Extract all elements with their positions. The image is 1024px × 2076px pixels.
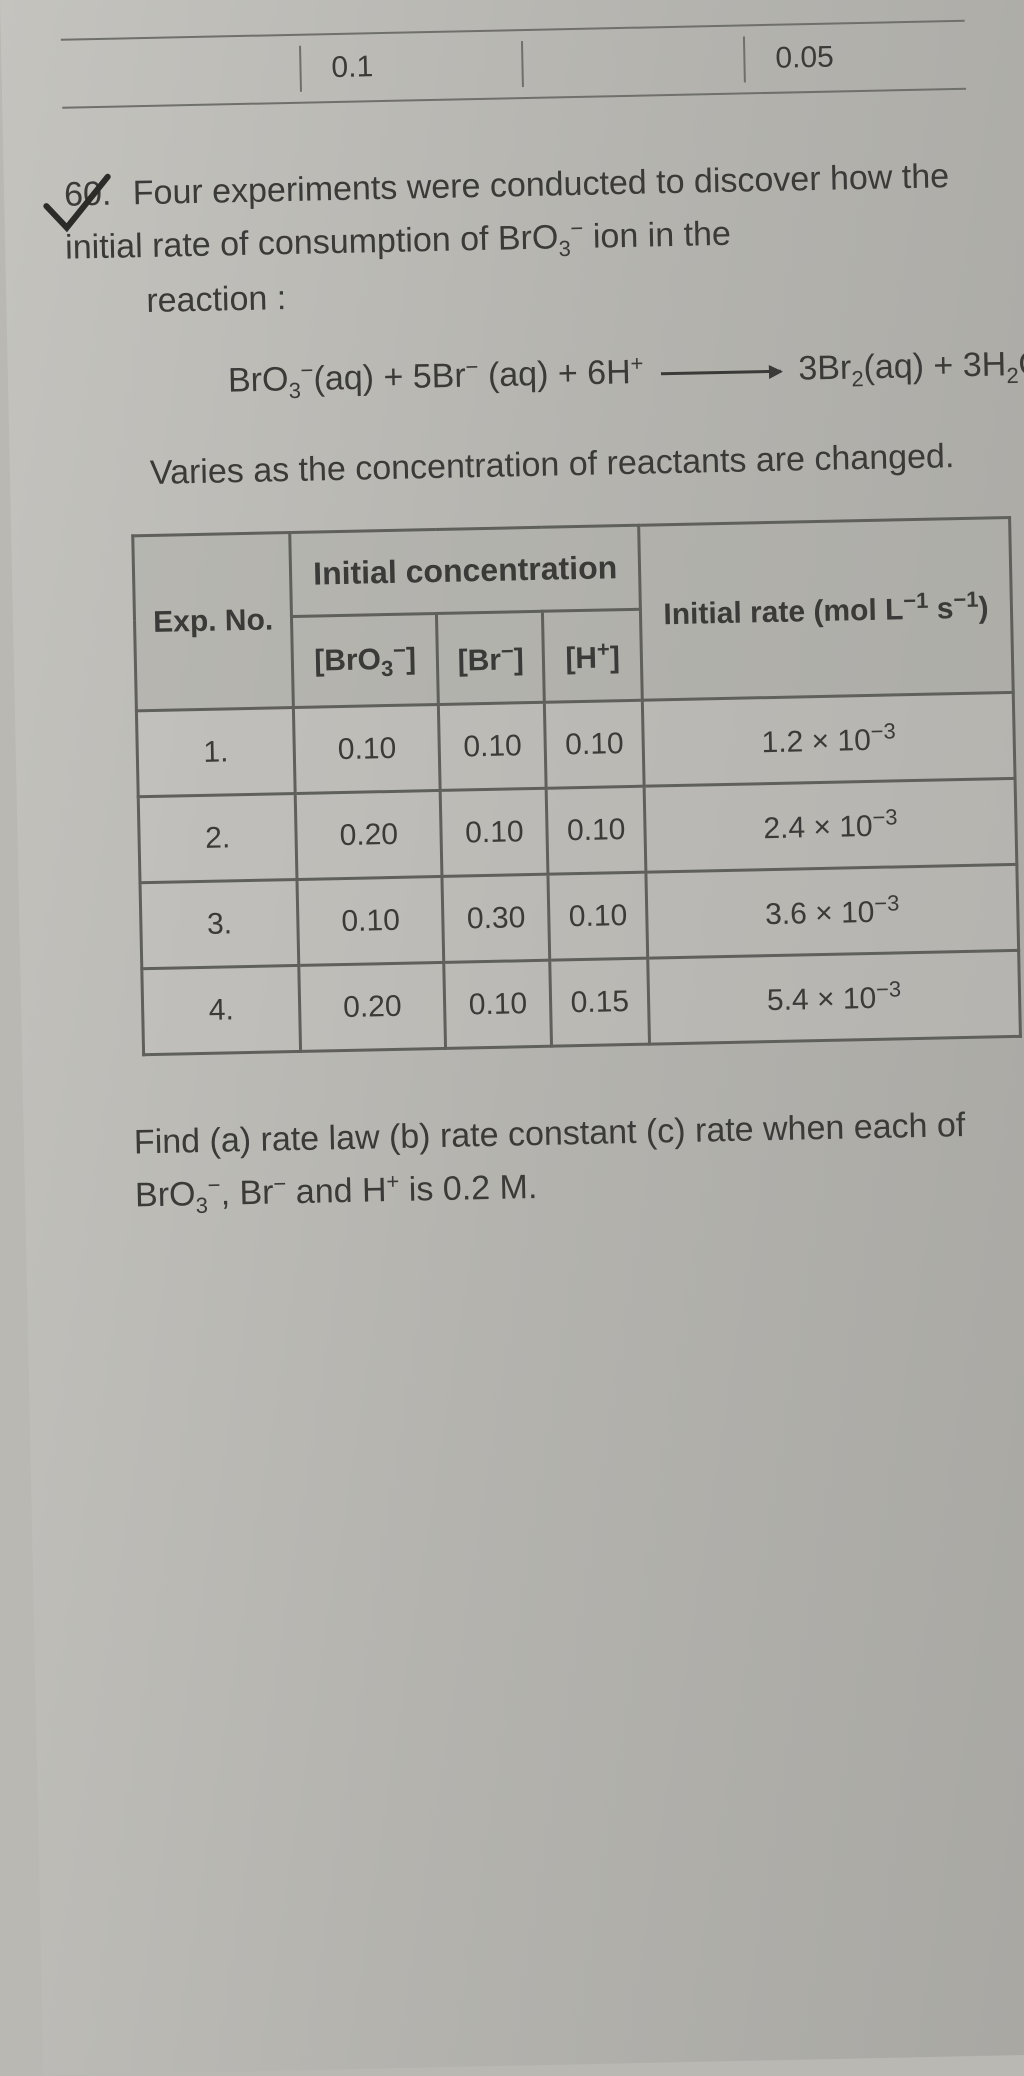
- find-sup: −: [207, 1172, 220, 1197]
- eq-r2-sup: −: [465, 354, 478, 379]
- eq-r1-sup: −: [300, 358, 313, 383]
- page: 0.1 0.05 60. Four experiments were condu…: [0, 0, 1024, 2076]
- varies-line: Varies as the concentration of reactants…: [69, 430, 974, 502]
- cell-b: 0.10: [440, 788, 548, 876]
- eq-r3-sup: +: [630, 351, 643, 376]
- cell-r: 5.4 × 10−3: [648, 950, 1021, 1044]
- header-bro3: [BrO3−]: [292, 614, 439, 708]
- cell-c: 0.10: [545, 700, 644, 788]
- question-number: 60.: [64, 175, 122, 214]
- header-rate-a: Initial rate (mol L: [663, 593, 904, 631]
- h-bro3-sup: −: [393, 638, 406, 663]
- arrow-icon: [661, 370, 781, 376]
- cell-a: 0.20: [295, 791, 442, 880]
- experiment-table: Exp. No. Initial concentration Initial r…: [131, 516, 1022, 1056]
- find-line: Find (a) rate law (b) rate constant (c) …: [83, 1099, 989, 1225]
- eq-p2-sub: 2: [1006, 363, 1019, 388]
- cell-b: 0.10: [439, 702, 547, 790]
- h-bro3-b: ]: [406, 643, 417, 676]
- frag-blank-2: [521, 36, 744, 87]
- cell-n: 3.: [140, 880, 299, 969]
- cell-n: 4.: [142, 966, 301, 1055]
- find-mid2: and H: [286, 1171, 387, 1211]
- eq-plus2: + 6H: [557, 353, 631, 393]
- cell-a: 0.20: [299, 962, 446, 1051]
- header-rate-e1: −1: [903, 587, 929, 613]
- frag-cell-2: 0.05: [743, 32, 966, 83]
- h-br-a: [Br: [457, 643, 501, 677]
- cell-r-base: 1.2 × 10: [761, 724, 871, 759]
- header-br: [Br−]: [437, 611, 545, 704]
- find-mid-sup: −: [273, 1171, 286, 1196]
- cell-r-base: 5.4 × 10: [767, 982, 877, 1017]
- cell-c: 0.15: [550, 958, 649, 1046]
- cell-a: 0.10: [297, 877, 444, 966]
- cell-c: 0.10: [548, 872, 647, 960]
- find-mid2-sup: +: [386, 1168, 399, 1193]
- cell-r-exp: −3: [870, 718, 896, 744]
- cell-r-base: 2.4 × 10: [763, 810, 873, 845]
- eq-r1-sub: 3: [288, 378, 301, 403]
- find-mid: , Br: [220, 1173, 274, 1212]
- table-body: 1. 0.10 0.10 0.10 1.2 × 10−3 2. 0.20 0.1…: [136, 693, 1020, 1055]
- cell-n: 2.: [138, 794, 297, 883]
- eq-plus3: + 3H: [933, 346, 1007, 386]
- question-number-text: 60.: [64, 175, 112, 214]
- frag-blank-1: [61, 46, 300, 97]
- h-h-sup: +: [597, 636, 610, 661]
- cell-r: 1.2 × 10−3: [642, 693, 1015, 787]
- reaction-equation: BrO3−(aq) + 5Br− (aq) + 6H+ 3Br2(aq) + 3…: [68, 344, 973, 409]
- question-line1: Four experiments were conducted to disco…: [65, 157, 950, 266]
- eq-p2-tail: O(g): [1018, 344, 1024, 383]
- h-h-b: ]: [610, 641, 621, 674]
- cell-c: 0.10: [547, 786, 646, 874]
- eq-p1-state: (aq): [863, 347, 924, 386]
- header-rate-mid: s: [928, 592, 954, 626]
- header-exp-no: Exp. No.: [133, 533, 294, 711]
- h-bro3-a: [BrO: [314, 643, 381, 677]
- eq-plus1: + 5Br: [383, 357, 466, 397]
- h-bro3-sub: 3: [381, 656, 394, 681]
- cell-r: 3.6 × 10−3: [646, 864, 1019, 958]
- question-block: 60. Four experiments were conducted to d…: [64, 150, 971, 329]
- cell-r-exp: −3: [876, 976, 902, 1002]
- cell-b: 0.30: [442, 874, 550, 962]
- frag-cell-1: 0.1: [299, 41, 522, 92]
- question-line1-tail: ion in the: [592, 214, 731, 255]
- header-rate-e2: −1: [953, 586, 979, 612]
- question-line2: reaction :: [66, 257, 971, 329]
- header-init-conc: Initial concentration: [290, 525, 640, 616]
- h-h-a: [H: [565, 641, 597, 675]
- cell-r-base: 3.6 × 10: [765, 896, 875, 931]
- previous-table-fragment: 0.1 0.05: [61, 20, 966, 109]
- header-h: [H+]: [543, 609, 643, 702]
- cell-n: 1.: [136, 708, 295, 797]
- cell-r-exp: −3: [872, 804, 898, 830]
- h-br-sup: −: [501, 638, 514, 663]
- cell-a: 0.10: [294, 705, 441, 794]
- eq-r1: BrO: [228, 361, 289, 400]
- h-br-b: ]: [513, 643, 524, 676]
- find-sub: 3: [195, 1192, 208, 1217]
- cell-r: 2.4 × 10−3: [644, 778, 1017, 872]
- cell-r-exp: −3: [874, 890, 900, 916]
- eq-r1-state: (aq): [313, 359, 374, 398]
- find-tail: is 0.2 M.: [399, 1168, 538, 1209]
- eq-r2-state: (aq): [478, 355, 549, 394]
- cell-b: 0.10: [444, 960, 552, 1048]
- table-header-row-1: Exp. No. Initial concentration Initial r…: [133, 518, 1012, 620]
- table-row: 4. 0.20 0.10 0.15 5.4 × 10−3: [142, 950, 1021, 1054]
- header-rate: Initial rate (mol L−1 s−1): [639, 518, 1014, 701]
- header-rate-b: ): [978, 591, 989, 624]
- eq-p1: 3Br: [798, 349, 852, 388]
- eq-p1-sub: 2: [851, 366, 864, 391]
- bro3-sup: −: [570, 215, 583, 240]
